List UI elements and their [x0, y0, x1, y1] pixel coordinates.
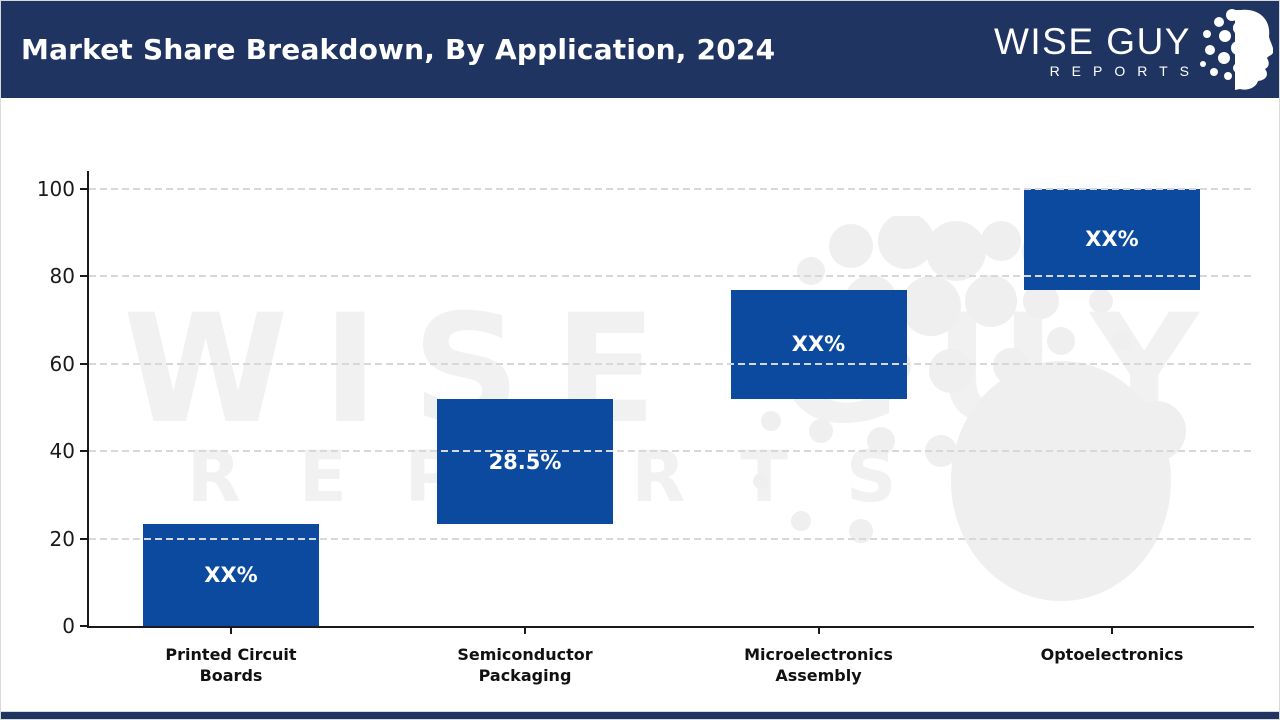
y-tick-mark [80, 625, 89, 627]
bar-value-label: XX% [1085, 227, 1139, 252]
x-category-label-line: Semiconductor [457, 645, 593, 664]
y-tick-label: 20 [49, 526, 75, 551]
bar-value-label: XX% [204, 563, 258, 588]
brand-logo-text: WISE GUY REPORTS [993, 20, 1191, 79]
bar-value-label: 28.5% [488, 449, 562, 474]
bar-segment [143, 524, 319, 626]
bar-segment [730, 290, 907, 399]
y-tick-label: 100 [36, 176, 75, 201]
gridline [89, 187, 1254, 190]
bar-segment [1024, 188, 1200, 290]
y-tick-label: 40 [49, 439, 75, 463]
header-bar: Market Share Breakdown, By Application, … [1, 1, 1279, 98]
y-tick-mark [80, 450, 89, 452]
x-axis-line [87, 626, 1254, 628]
y-tick-label: 0 [62, 614, 75, 638]
y-tick-mark [80, 275, 89, 277]
y-tick-label: 80 [49, 264, 75, 288]
x-category-label: Microelectronics Assembly [669, 644, 969, 686]
gridline [89, 537, 1254, 540]
footer-bar [1, 711, 1279, 719]
x-category-label-line: Printed Circuit [165, 645, 297, 664]
gridline [89, 450, 1254, 452]
brand-name: WISE GUY [993, 20, 1191, 62]
x-category-label: Semiconductor Packaging [375, 644, 675, 686]
y-tick-label: 60 [49, 351, 75, 376]
x-tick-mark [817, 628, 820, 634]
brand-subname: REPORTS [1049, 62, 1201, 79]
x-category-label-line: Packaging [478, 666, 572, 685]
x-category-label-line: Optoelectronics [1040, 645, 1184, 664]
x-category-label-line: Microelectronics [744, 645, 893, 664]
y-tick-mark [80, 362, 89, 365]
x-tick-mark [524, 628, 526, 634]
x-category-label-line: Assembly [775, 666, 862, 685]
gridline [89, 275, 1254, 277]
x-category-label: Printed Circuit Boards [81, 644, 381, 686]
y-axis-line [87, 171, 89, 628]
bar-value-label: XX% [791, 332, 846, 357]
x-category-label-line: Boards [199, 666, 263, 685]
x-tick-mark [1111, 628, 1113, 634]
bar-segment [437, 399, 613, 525]
x-tick-mark [230, 628, 232, 634]
y-tick-mark [80, 187, 89, 190]
gridline [89, 362, 1254, 365]
x-category-label: Optoelectronics [962, 644, 1262, 665]
y-tick-mark [80, 537, 89, 540]
brand-logo: WISE GUY REPORTS [993, 6, 1274, 94]
brand-face-icon [1195, 6, 1274, 94]
chart-title: Market Share Breakdown, By Application, … [21, 33, 776, 66]
